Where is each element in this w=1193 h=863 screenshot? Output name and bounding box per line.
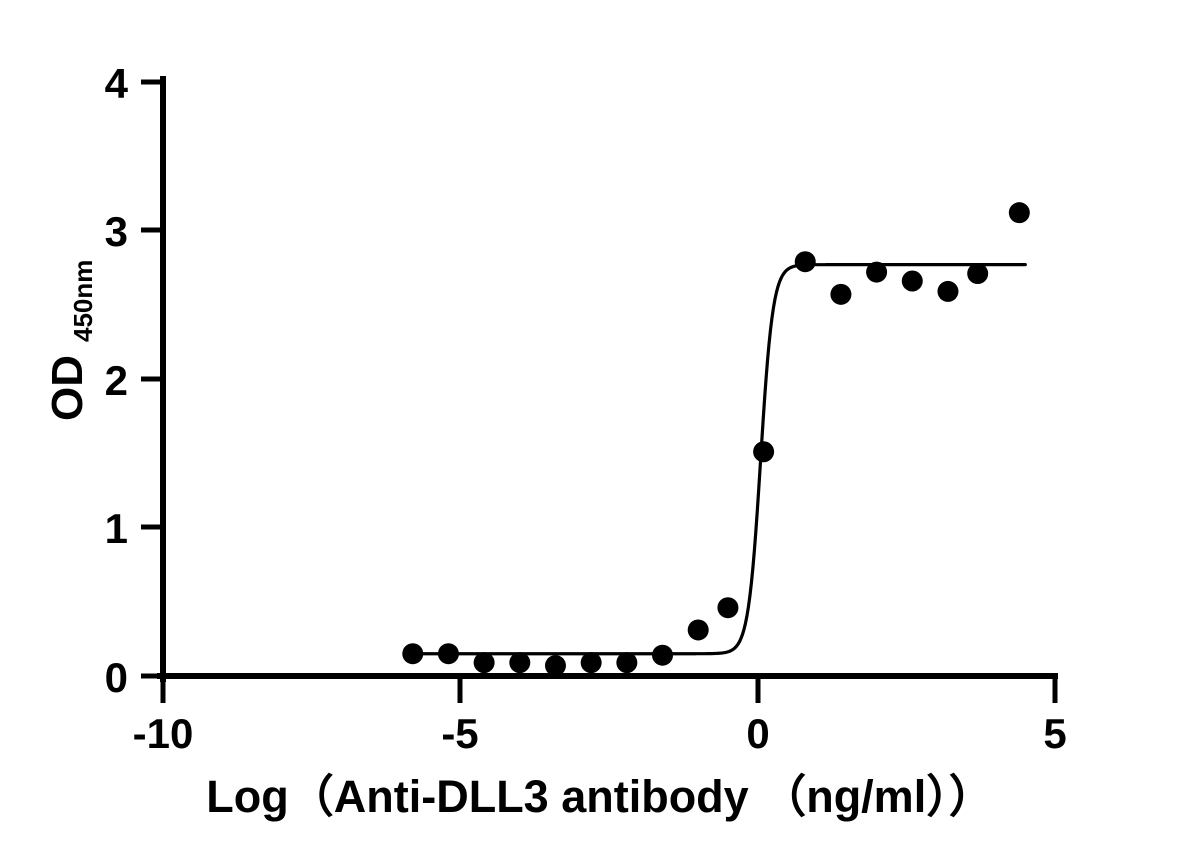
y-axis-title: OD 450nm: [43, 260, 98, 421]
fitted-sigmoid-curve: [405, 263, 1027, 656]
data-point: [901, 270, 923, 292]
x-tick-label-neg10: -10: [133, 710, 194, 757]
data-point: [967, 263, 989, 285]
data-point: [544, 655, 566, 677]
y-tick-label-4: 4: [105, 60, 129, 107]
data-point: [866, 261, 888, 283]
data-point: [794, 251, 816, 273]
data-point: [652, 644, 674, 666]
data-point: [473, 652, 495, 674]
y-axis-title-main: OD: [43, 355, 92, 421]
data-point: [753, 441, 775, 463]
data-point: [687, 619, 709, 641]
x-tick-label-5: 5: [1043, 710, 1066, 757]
y-tick-label-1: 1: [105, 505, 128, 552]
x-tick-label-neg5: -5: [441, 710, 478, 757]
data-point: [1008, 202, 1030, 224]
data-point: [402, 643, 424, 665]
x-tick-label-0: 0: [746, 710, 769, 757]
y-tick-label-3: 3: [105, 208, 128, 255]
data-point: [830, 283, 852, 305]
x-axis-title: Log（Anti-DLL3 antibody （ng/ml））: [206, 771, 993, 822]
data-point: [937, 280, 959, 302]
data-point: [580, 652, 602, 674]
data-point: [437, 643, 459, 665]
y-tick-label-0: 0: [105, 654, 128, 701]
y-tick-label-2: 2: [105, 357, 128, 404]
data-point: [717, 597, 739, 619]
data-point-series: [402, 202, 1030, 677]
data-point: [616, 652, 638, 674]
data-point: [509, 652, 531, 674]
y-axis-title-subscript: 450nm: [68, 260, 98, 342]
